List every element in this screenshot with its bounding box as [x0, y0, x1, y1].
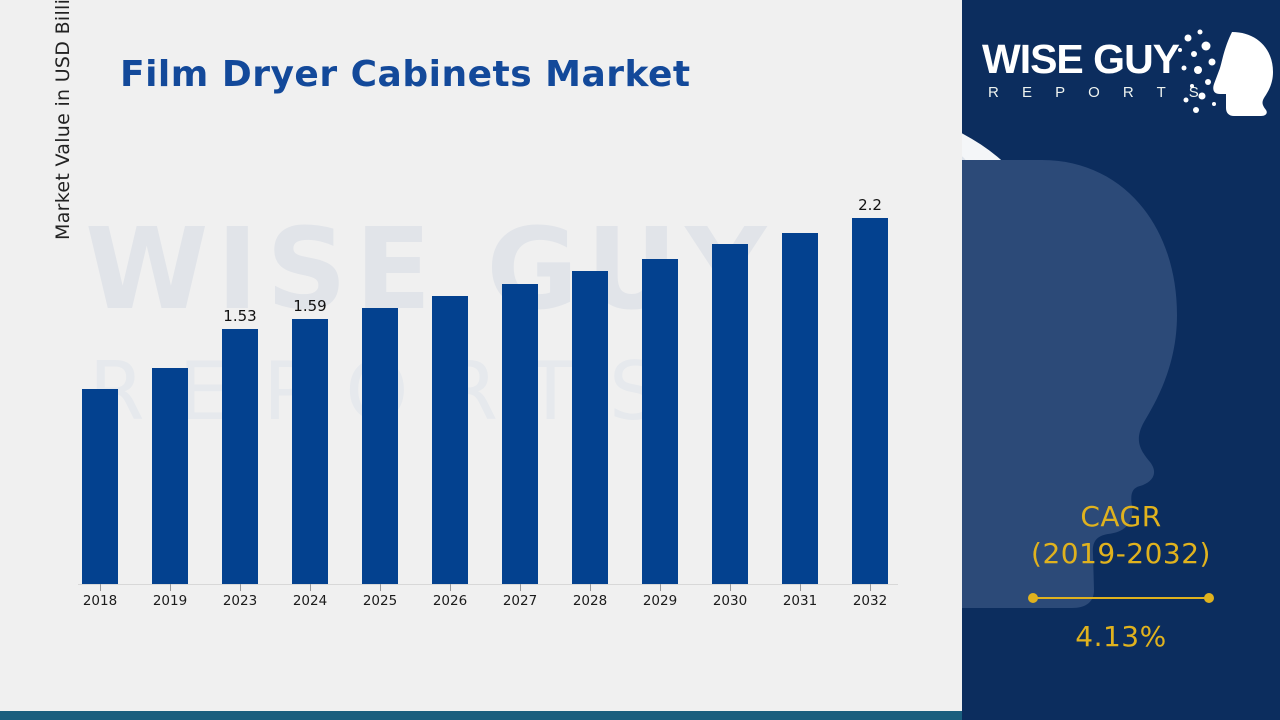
x-label-2024: 2024	[292, 593, 328, 609]
x-label-2031: 2031	[782, 593, 818, 609]
wiseguy-logo: WISE GUY R E P O R T S	[974, 28, 1274, 118]
x-label-2032: 2032	[852, 593, 888, 609]
x-tick-2029	[660, 584, 661, 591]
x-label-2027: 2027	[502, 593, 538, 609]
bar-2030	[712, 244, 748, 584]
x-axis-line	[78, 584, 898, 585]
x-label-2026: 2026	[432, 593, 468, 609]
x-tick-2018	[100, 584, 101, 591]
bar-value-2023: 1.53	[223, 307, 257, 326]
bar-2026	[432, 295, 468, 584]
bar-2018	[82, 389, 118, 584]
logo-wordmark: WISE GUY	[982, 36, 1180, 82]
bar-2028	[572, 270, 608, 584]
bar-2029	[642, 259, 678, 584]
bar-2031	[782, 232, 818, 584]
y-axis-label: Market Value in USD Billion	[52, 0, 74, 240]
x-tick-2027	[520, 584, 521, 591]
bar-2027	[502, 284, 538, 584]
x-tick-2019	[170, 584, 171, 591]
x-label-2029: 2029	[642, 593, 678, 609]
x-label-2023: 2023	[222, 593, 258, 609]
x-label-2028: 2028	[572, 593, 608, 609]
x-label-2030: 2030	[712, 593, 748, 609]
cagr-title: CAGR	[1080, 500, 1162, 533]
divider-dot-right	[1204, 593, 1214, 603]
x-tick-2031	[800, 584, 801, 591]
x-label-2025: 2025	[362, 593, 398, 609]
x-tick-2026	[450, 584, 451, 591]
x-label-2019: 2019	[152, 593, 188, 609]
x-tick-2030	[730, 584, 731, 591]
bar-2032	[852, 217, 888, 584]
bar-2025	[362, 307, 398, 584]
bar-2024	[292, 319, 328, 584]
logo-head-icon	[1178, 29, 1273, 116]
bottom-accent-bar	[0, 711, 962, 720]
divider-line	[1034, 597, 1208, 599]
bar-value-2024: 1.59	[293, 297, 327, 316]
cagr-divider	[1028, 592, 1214, 604]
x-label-2018: 2018	[82, 593, 118, 609]
x-tick-2032	[870, 584, 871, 591]
logo-subtitle: R E P O R T S	[988, 84, 1209, 101]
divider-dot-left	[1028, 593, 1038, 603]
x-tick-2023	[240, 584, 241, 591]
brand-panel: WISE GUY R E P O R T S CAGR (2019-2032)	[962, 0, 1280, 720]
bar-value-2032: 2.2	[858, 195, 882, 214]
bar-2019	[152, 367, 188, 584]
chart-title: Film Dryer Cabinets Market	[120, 54, 691, 96]
cagr-range: (2019-2032)	[1031, 537, 1211, 570]
cagr-block: CAGR (2019-2032) 4.13%	[962, 500, 1280, 653]
head-silhouette-decoration	[962, 160, 1177, 608]
x-tick-2028	[590, 584, 591, 591]
bar-2023	[222, 329, 258, 584]
x-tick-2025	[380, 584, 381, 591]
x-tick-2024	[310, 584, 311, 591]
cagr-value: 4.13%	[1075, 620, 1167, 653]
